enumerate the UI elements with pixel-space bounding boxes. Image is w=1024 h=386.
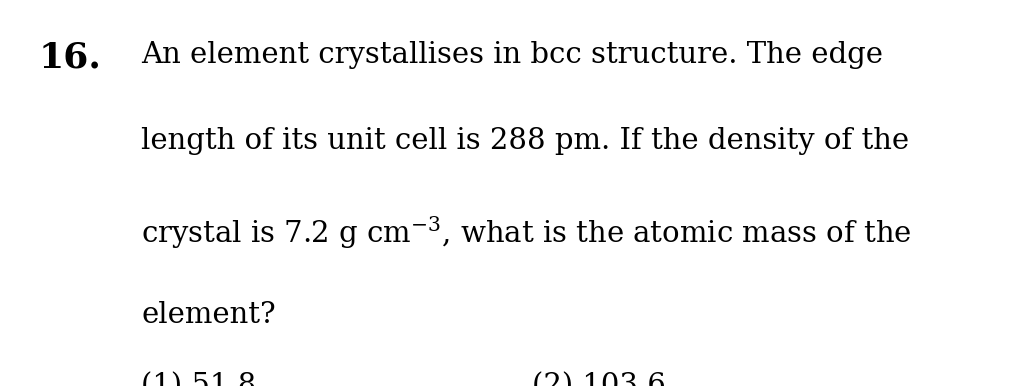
Text: (2) 103.6: (2) 103.6	[532, 372, 667, 386]
Text: element?: element?	[141, 301, 275, 329]
Text: length of its unit cell is 288 pm. If the density of the: length of its unit cell is 288 pm. If th…	[141, 127, 909, 156]
Text: (1) 51.8: (1) 51.8	[141, 372, 257, 386]
Text: crystal is 7.2 g cm$^{-3}$, what is the atomic mass of the: crystal is 7.2 g cm$^{-3}$, what is the …	[141, 214, 912, 251]
Text: 16.: 16.	[39, 41, 101, 74]
Text: An element crystallises in bcc structure. The edge: An element crystallises in bcc structure…	[141, 41, 884, 69]
